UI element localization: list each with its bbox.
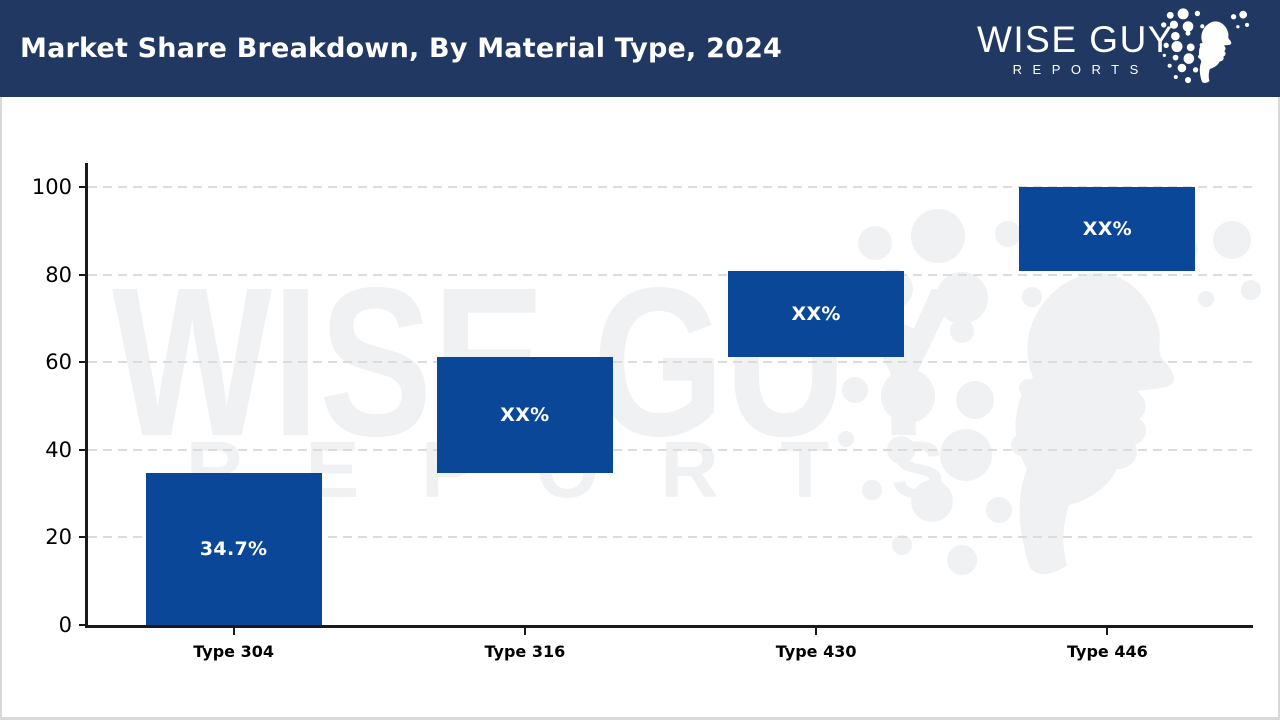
bar-segment: 34.7% <box>145 473 322 625</box>
x-tick-mark <box>232 628 235 635</box>
x-category-label: Type 446 <box>1067 642 1148 661</box>
x-tick-mark <box>523 628 526 635</box>
gridline <box>88 186 1253 189</box>
bar-value-label: XX% <box>500 404 550 426</box>
plot-area: 0 20 40 60 80 100 34.7% Type 304 XX% Type 316 XX% T… <box>32 163 1253 661</box>
page-border-bottom <box>0 717 1280 720</box>
header-bar: Market Share Breakdown, By Material Type… <box>0 0 1280 97</box>
logo-subtitle: REPORTS <box>1012 61 1149 77</box>
page-title: Market Share Breakdown, By Material Type… <box>20 33 783 64</box>
y-tick-label: 60 <box>45 350 72 375</box>
x-tick-mark <box>1106 628 1109 635</box>
y-tick-mark <box>79 624 88 626</box>
bar-segment: XX% <box>728 271 905 357</box>
bar-value-label: XX% <box>791 303 841 326</box>
y-tick-label: 40 <box>45 437 72 462</box>
y-tick-mark <box>79 186 88 189</box>
bar-segment: XX% <box>1019 187 1196 272</box>
page-border-left <box>0 97 2 720</box>
page-border-right <box>1278 97 1280 720</box>
logo-title: WISE GUY <box>976 18 1174 60</box>
wiseguy-logo: WISE GUY REPORTS <box>977 5 1254 93</box>
gridline <box>88 361 1253 364</box>
y-tick-label: 80 <box>45 262 72 287</box>
y-tick-label: 0 <box>58 613 72 637</box>
logo-head-icon <box>1161 7 1250 83</box>
x-tick-mark <box>815 628 818 635</box>
y-tick-mark <box>79 448 88 451</box>
gridline <box>88 536 1253 539</box>
x-category-label: Type 316 <box>484 642 566 661</box>
x-category-label: Type 304 <box>193 642 274 661</box>
y-axis-line <box>85 163 88 628</box>
x-category-label: Type 430 <box>775 642 857 661</box>
bar-value-label: XX% <box>1082 218 1132 241</box>
y-tick-mark <box>79 273 88 276</box>
gridline <box>88 448 1253 451</box>
logo-text: WISE GUY REPORTS <box>977 21 1174 77</box>
y-tick-label: 20 <box>45 525 72 550</box>
x-axis-line <box>85 625 1253 628</box>
y-tick-label: 100 <box>31 175 72 200</box>
y-tick-mark <box>79 536 88 539</box>
bar-segment: XX% <box>436 356 613 474</box>
gridline <box>88 273 1253 276</box>
y-tick-mark <box>79 361 88 364</box>
bar-value-label: 34.7% <box>199 538 268 560</box>
